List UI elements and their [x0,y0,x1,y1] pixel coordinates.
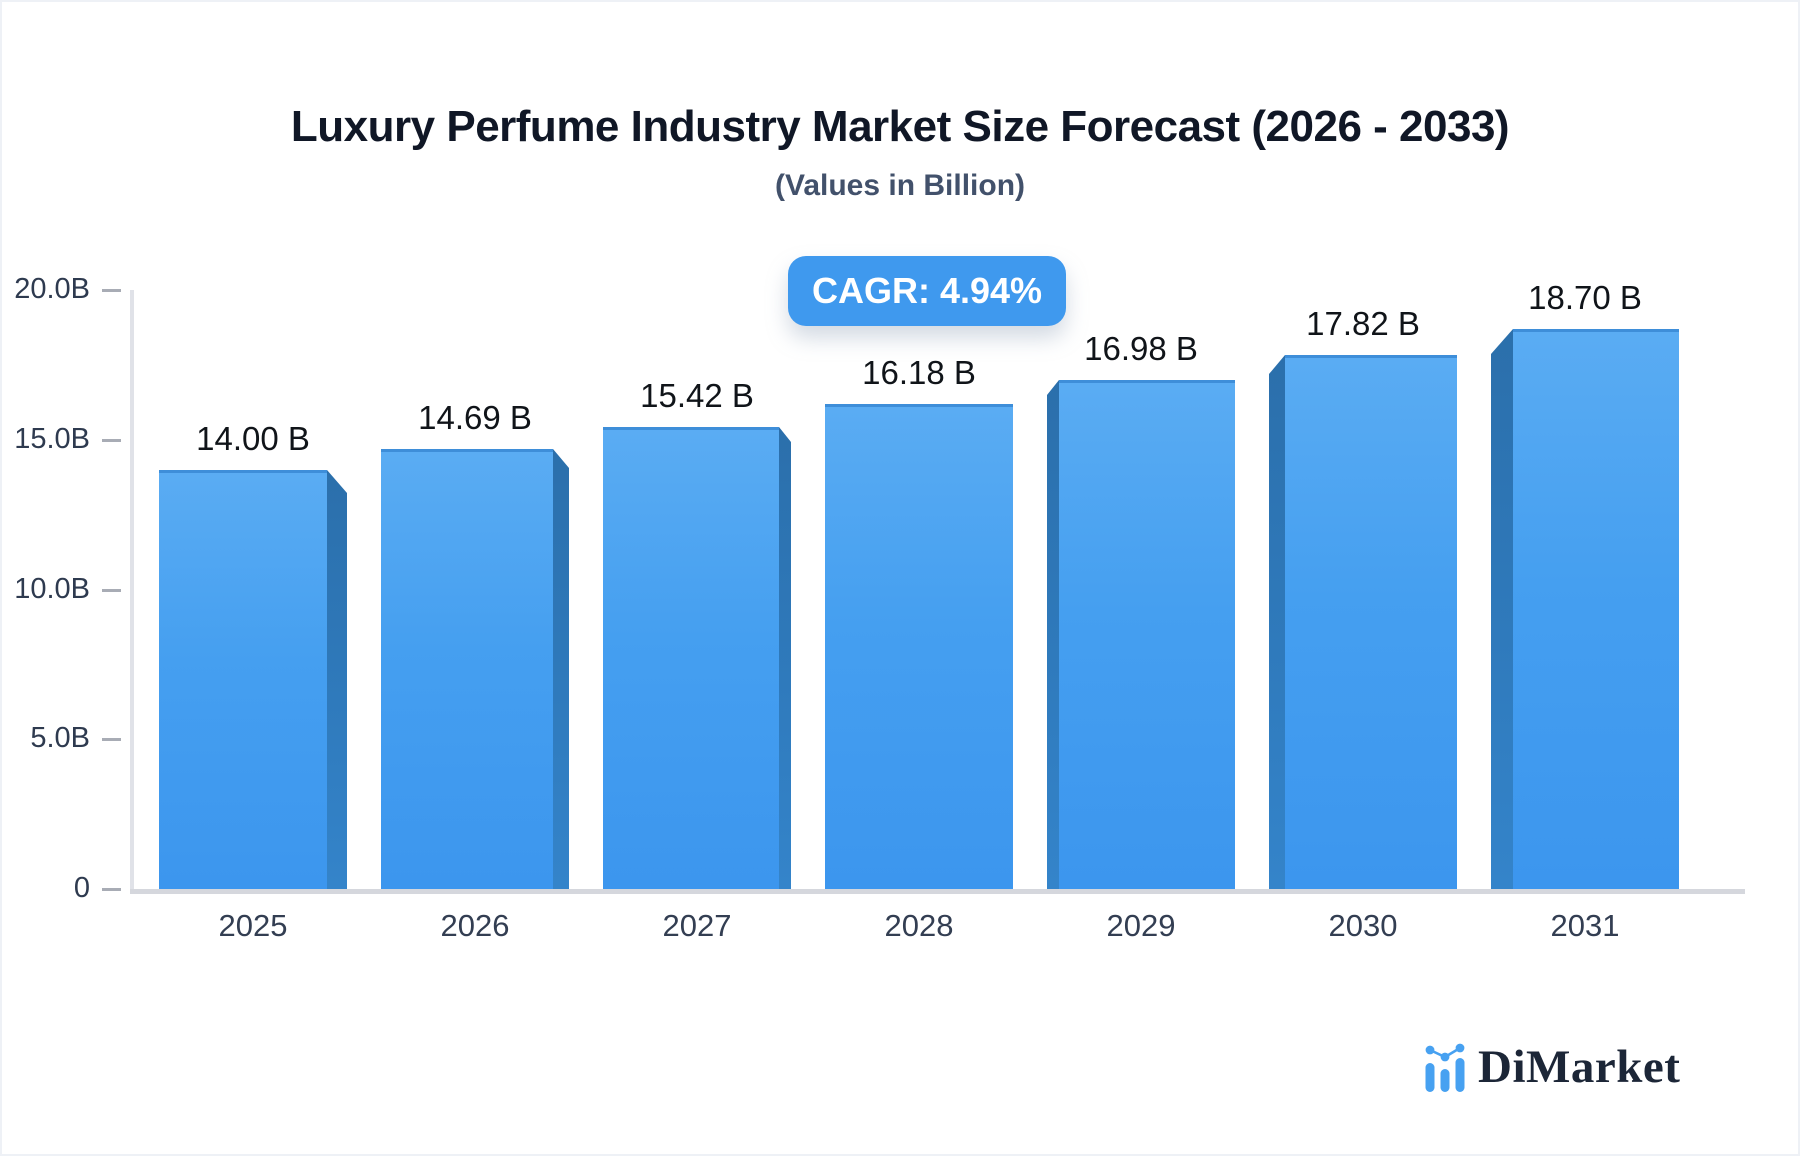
y-tick-dash [102,738,121,742]
x-tick-label: 2031 [1550,908,1620,943]
y-axis-line [130,290,134,893]
bar-2031 [1513,329,1679,889]
y-tick-label: 15.0B [14,422,90,455]
x-tick-label: 2025 [218,908,288,943]
bar-2028 [825,404,1013,889]
x-tick-label: 2030 [1328,908,1398,943]
bar-value-label: 16.18 B [862,354,976,391]
bar-2030-side [1269,355,1285,889]
bar-2027 [603,427,779,889]
y-tick-label: 20.0B [14,273,90,305]
x-tick-label: 2029 [1106,908,1176,943]
bar-2031-side [1491,329,1513,889]
bar-2030 [1285,355,1457,889]
y-tick-dash [102,588,121,592]
dimarket-logo-icon [1425,1043,1465,1092]
bar-value-label: 14.00 B [196,420,310,457]
y-tick-label: 10.0B [14,572,90,605]
bar-2025 [159,470,327,889]
y-tick-dash [102,438,121,442]
x-tick-label: 2027 [662,908,732,943]
chart-subtitle: (Values in Billion) [774,169,1026,202]
bar-value-label: 17.82 B [1306,305,1420,342]
y-tick-label: 5.0B [30,722,90,755]
x-tick-label: 2026 [440,908,510,943]
dimarket-logo: DiMarket [1424,1040,1680,1094]
bar-2026-side [553,449,569,889]
bar-value-label: 14.69 B [418,399,532,436]
dimarket-logo-text: DiMarket [1478,1041,1681,1093]
bar-value-label: 18.70 B [1528,279,1642,316]
chart-title: Luxury Perfume Industry Market Size Fore… [290,102,1510,151]
bar-2026 [381,449,553,889]
x-tick-label: 2028 [884,908,954,943]
bar-2029-side [1047,380,1059,889]
bar-value-label: 15.42 B [640,377,754,414]
bar-value-label: 16.98 B [1084,330,1198,367]
y-tick-dash [102,289,121,292]
y-tick-dash [102,888,121,891]
bar-2029 [1059,380,1235,889]
x-axis-line [130,889,1745,894]
y-tick-label: 0 [73,872,90,904]
bar-2025-side [327,470,347,889]
cagr-badge: CAGR: 4.94% [788,256,1066,326]
bar-2027-side [779,427,791,889]
